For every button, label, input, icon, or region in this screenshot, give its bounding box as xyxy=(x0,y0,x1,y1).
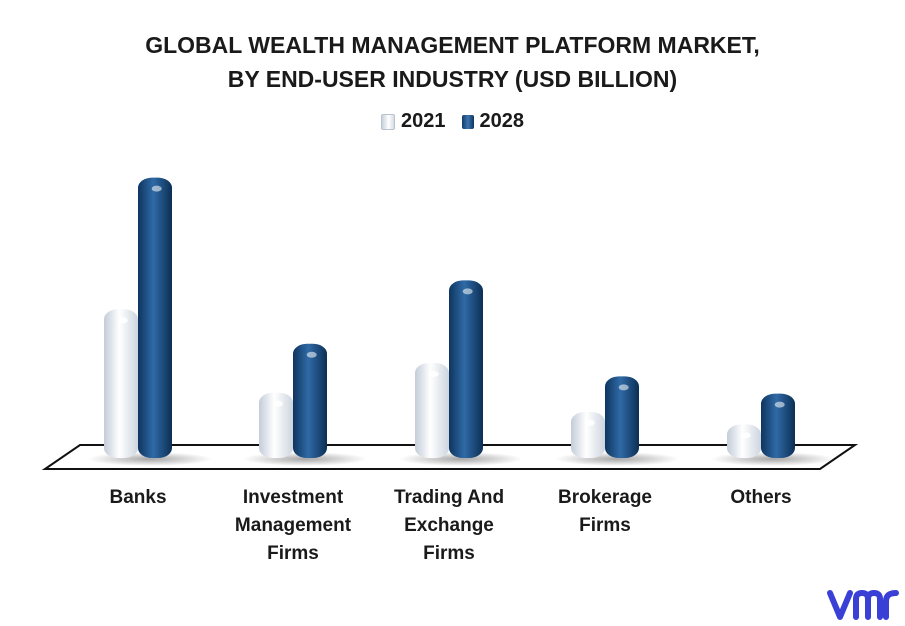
chart-title: GLOBAL WEALTH MANAGEMENT PLATFORM MARKET… xyxy=(0,28,905,96)
x-tick-label: Others xyxy=(691,484,831,512)
bars-group xyxy=(88,177,835,466)
bar-highlight xyxy=(428,370,439,377)
chart-legend: 2021 2028 xyxy=(0,110,905,133)
bar-highlight xyxy=(740,432,751,439)
legend-item-2021: 2021 xyxy=(381,110,446,133)
x-tick-label: Brokerage Firms xyxy=(535,484,675,540)
x-tick-label: Trading And Exchange Firms xyxy=(379,484,519,568)
bar-2021-brokerage-firms xyxy=(571,411,605,458)
x-tick-label-line: Banks xyxy=(109,487,167,508)
x-tick-label-line: Management xyxy=(234,515,352,536)
bar-highlight xyxy=(306,351,317,358)
bar-2021-others xyxy=(727,424,761,458)
x-tick-label-line: Firms xyxy=(579,515,631,536)
bar-2021-investment-management-firms xyxy=(259,392,293,458)
bar-highlight xyxy=(117,317,128,324)
chart-title-line-2: BY END-USER INDUSTRY (USD BILLION) xyxy=(227,66,678,92)
legend-item-2028: 2028 xyxy=(461,110,525,133)
bar-2028-brokerage-firms xyxy=(605,376,639,458)
bar-highlight xyxy=(618,384,629,391)
legend-swatch-2028 xyxy=(461,114,474,129)
x-tick-label: Investment Management Firms xyxy=(223,484,363,568)
bar-highlight xyxy=(272,400,283,407)
x-tick-label-line: Firms xyxy=(423,543,475,564)
bar-2021-banks xyxy=(104,309,138,458)
bar-2021-trading-and-exchange-firms xyxy=(415,362,449,458)
x-tick-label-line: Firms xyxy=(267,543,319,564)
x-tick-label-line: Exchange xyxy=(404,515,494,536)
bar-2028-trading-and-exchange-firms xyxy=(449,280,483,458)
x-tick-label-line: Trading And xyxy=(393,487,505,508)
x-tick-label-line: Brokerage xyxy=(558,487,652,508)
bar-2028-others xyxy=(761,393,795,458)
x-tick-label-line: Others xyxy=(730,487,792,508)
x-tick-label-line: Investment xyxy=(242,487,344,508)
bar-highlight xyxy=(462,288,473,295)
bar-highlight xyxy=(151,185,162,192)
bar-2028-investment-management-firms xyxy=(293,343,327,458)
bar-highlight xyxy=(584,419,595,426)
legend-label-2021: 2021 xyxy=(401,110,446,132)
chart-title-line-1: GLOBAL WEALTH MANAGEMENT PLATFORM MARKET… xyxy=(145,32,760,58)
x-tick-label: Banks xyxy=(68,484,208,512)
legend-swatch-2021 xyxy=(381,113,395,130)
bar-highlight xyxy=(774,401,785,408)
vmr-logo-icon xyxy=(827,590,899,620)
legend-label-2028: 2028 xyxy=(479,110,525,132)
bar-2028-banks xyxy=(138,177,172,458)
